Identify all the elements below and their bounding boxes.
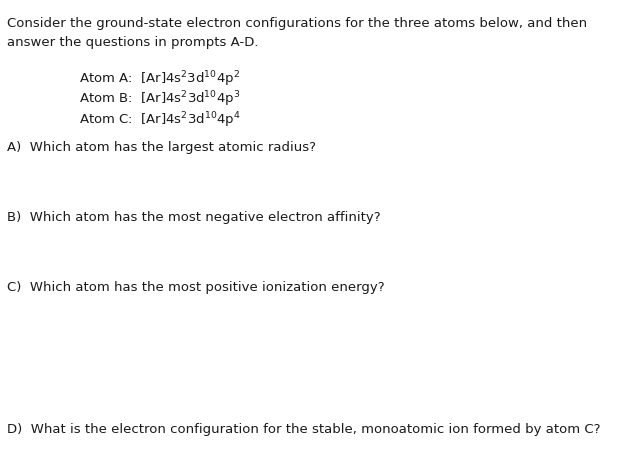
Text: B)  Which atom has the most negative electron affinity?: B) Which atom has the most negative elec… xyxy=(7,211,381,224)
Text: Consider the ground-state electron configurations for the three atoms below, and: Consider the ground-state electron confi… xyxy=(7,17,588,30)
Text: D)  What is the electron configuration for the stable, monoatomic ion formed by : D) What is the electron configuration fo… xyxy=(7,423,601,436)
Text: A)  Which atom has the largest atomic radius?: A) Which atom has the largest atomic rad… xyxy=(7,141,316,154)
Text: answer the questions in prompts A-D.: answer the questions in prompts A-D. xyxy=(7,36,259,49)
Text: Atom A:  [Ar]4s$^2$3d$^{10}$4p$^2$: Atom A: [Ar]4s$^2$3d$^{10}$4p$^2$ xyxy=(79,70,240,89)
Text: Atom B:  [Ar]4s$^2$3d$^{10}$4p$^3$: Atom B: [Ar]4s$^2$3d$^{10}$4p$^3$ xyxy=(79,90,240,110)
Text: Atom C:  [Ar]4s$^2$3d$^{10}$4p$^4$: Atom C: [Ar]4s$^2$3d$^{10}$4p$^4$ xyxy=(79,110,241,130)
Text: C)  Which atom has the most positive ionization energy?: C) Which atom has the most positive ioni… xyxy=(7,281,385,294)
